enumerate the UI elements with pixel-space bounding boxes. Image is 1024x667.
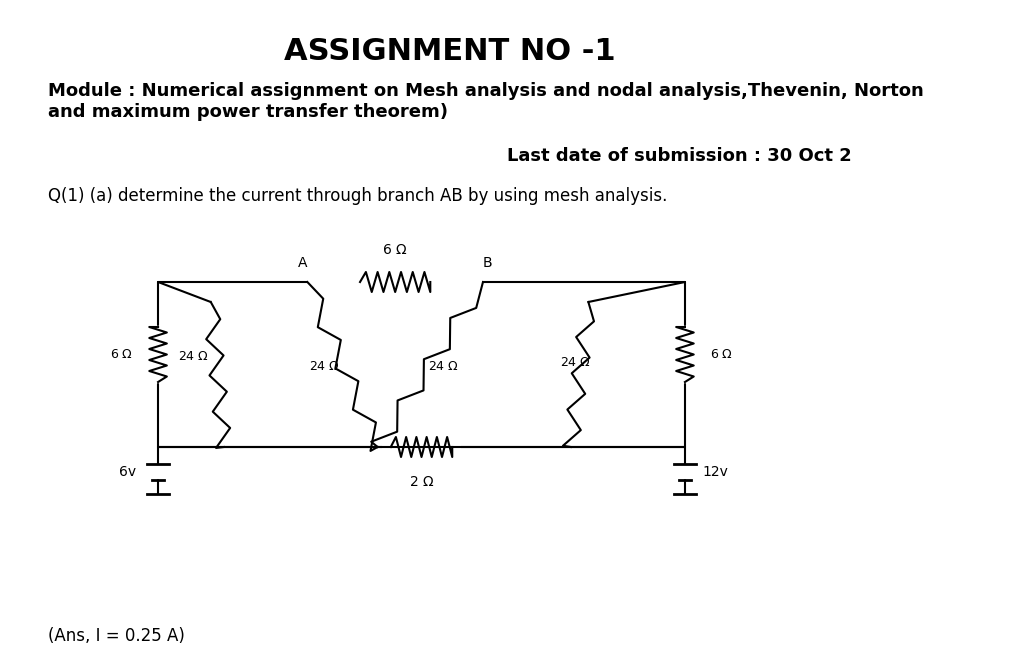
Text: Module : Numerical assignment on Mesh analysis and nodal analysis,Thevenin, Nort: Module : Numerical assignment on Mesh an…: [48, 82, 924, 121]
Text: 6v: 6v: [119, 465, 136, 479]
Text: ASSIGNMENT NO -1: ASSIGNMENT NO -1: [284, 37, 615, 66]
Text: 24 $\Omega$: 24 $\Omega$: [309, 360, 340, 374]
Text: (Ans, I = 0.25 A): (Ans, I = 0.25 A): [48, 627, 185, 645]
Text: Last date of submission : 30 Oct 2: Last date of submission : 30 Oct 2: [507, 147, 852, 165]
Text: 24 $\Omega$: 24 $\Omega$: [560, 356, 591, 368]
Text: B: B: [482, 256, 493, 270]
Text: 24 $\Omega$: 24 $\Omega$: [428, 360, 459, 374]
Text: 6 $\Omega$: 6 $\Omega$: [111, 348, 133, 361]
Text: 6 $\Omega$: 6 $\Omega$: [383, 243, 408, 257]
Text: A: A: [298, 256, 307, 270]
Text: 24 $\Omega$: 24 $\Omega$: [178, 350, 209, 364]
Text: 2 $\Omega$: 2 $\Omega$: [409, 475, 434, 489]
Text: 12v: 12v: [702, 465, 729, 479]
Text: 6 $\Omega$: 6 $\Omega$: [710, 348, 732, 361]
Text: Q(1) (a) determine the current through branch AB by using mesh analysis.: Q(1) (a) determine the current through b…: [48, 187, 668, 205]
